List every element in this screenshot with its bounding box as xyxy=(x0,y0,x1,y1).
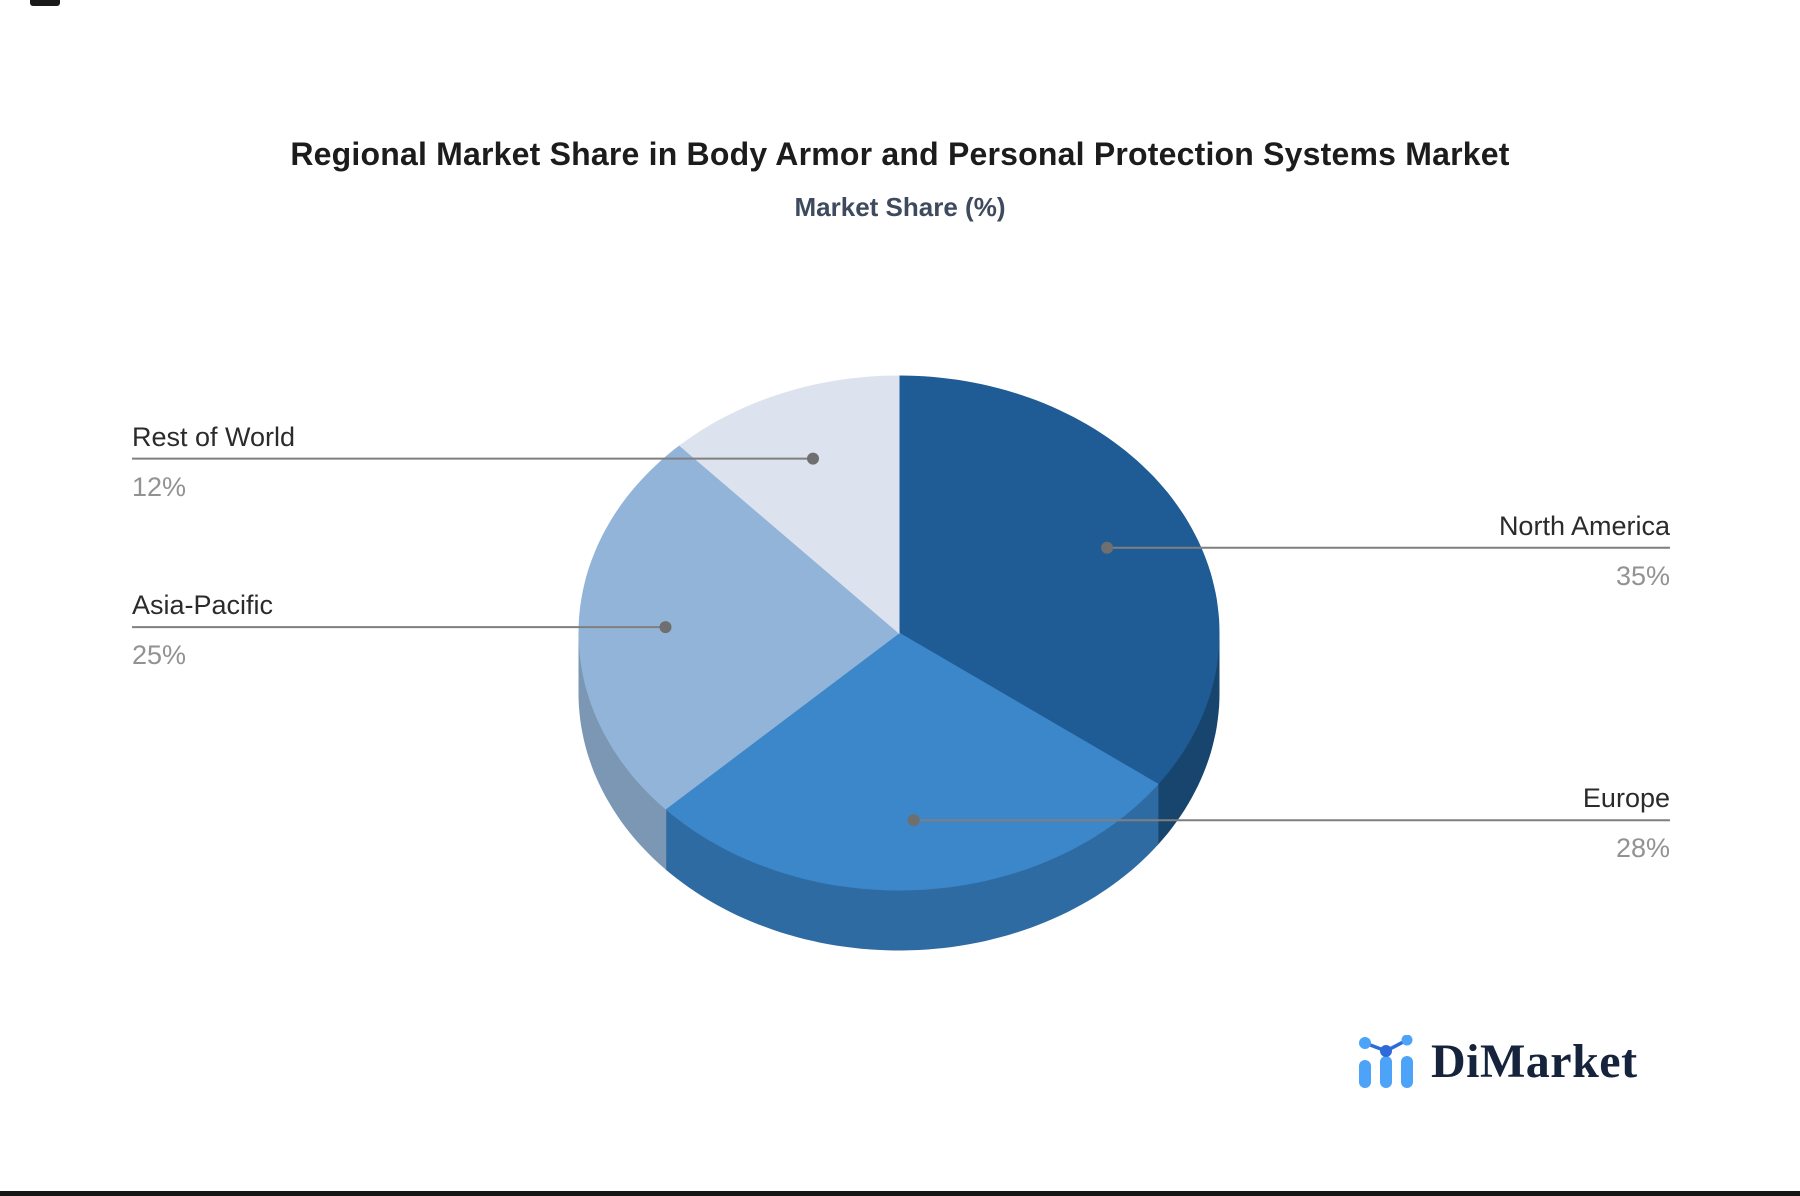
logo-dot xyxy=(1380,1045,1392,1057)
callout-label: Asia-Pacific xyxy=(132,590,274,620)
callout-value: 28% xyxy=(1615,833,1670,863)
chart-subtitle: Market Share (%) xyxy=(794,192,1006,222)
callout-asia-pacific: Asia-Pacific 25% xyxy=(132,587,592,673)
pie-slice-north-america xyxy=(898,375,1220,785)
logo: DiMarket xyxy=(1358,1034,1638,1090)
bottom-edge-bar xyxy=(0,1191,1800,1196)
callout-north-america: North America 35% xyxy=(1210,508,1670,594)
chart-title: Regional Market Share in Body Armor and … xyxy=(290,136,1510,172)
screen-edge-artifact xyxy=(30,0,60,6)
callout-europe: Europe 28% xyxy=(1210,780,1670,866)
callout-dot-north-america xyxy=(1101,541,1114,554)
callout-label: North America xyxy=(1498,511,1670,541)
callout-dot-rest-of-world xyxy=(807,452,819,465)
logo-dot xyxy=(1359,1037,1371,1049)
pie-slice-rest-of-world xyxy=(679,375,900,635)
callout-value: 25% xyxy=(132,640,187,670)
bar-chart-logo-icon xyxy=(1359,1035,1413,1088)
callout-value: 12% xyxy=(132,472,187,502)
logo-bar xyxy=(1359,1060,1371,1088)
callout-label: Europe xyxy=(1582,783,1670,813)
pie-slice-asia-pacific xyxy=(578,445,900,810)
callout-rest-of-world: Rest of World 12% xyxy=(132,419,592,505)
logo-bar xyxy=(1401,1056,1413,1088)
logo-text: DiMarket xyxy=(1431,1035,1638,1088)
pie-slice-europe xyxy=(664,632,1159,891)
callout-dot-asia-pacific xyxy=(659,621,672,634)
callout-value: 35% xyxy=(1615,561,1670,591)
callout-dot-europe xyxy=(907,814,920,827)
logo-dot xyxy=(1401,1035,1413,1046)
logo-bar xyxy=(1380,1056,1392,1088)
callout-label: Rest of World xyxy=(132,422,296,452)
